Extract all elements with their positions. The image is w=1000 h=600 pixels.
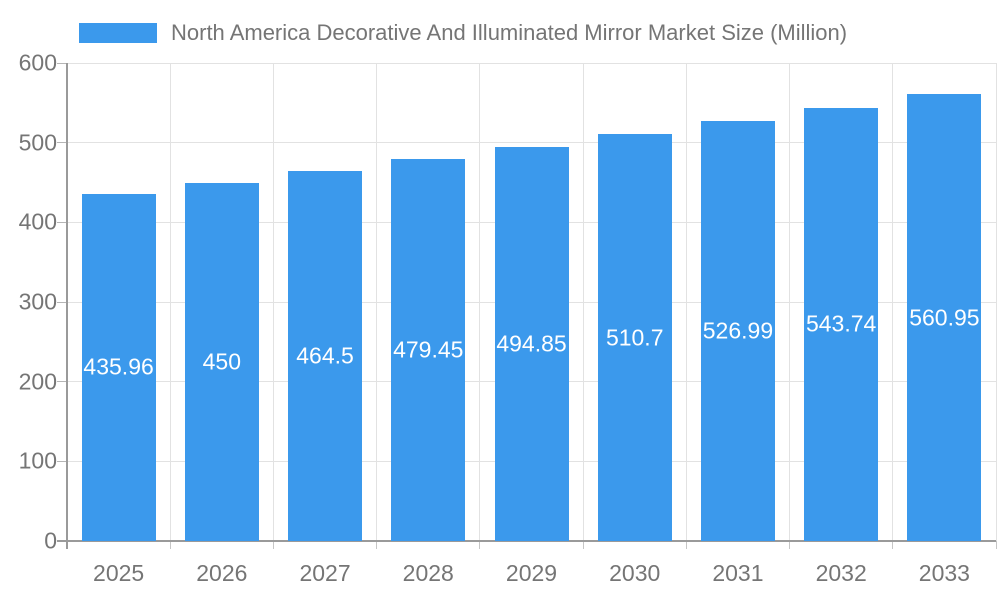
y-axis-label: 300 [18,288,57,315]
bar-value-label: 543.74 [805,310,877,337]
x-axis-tick [169,541,171,549]
y-axis-line [66,63,68,549]
y-axis-tick [57,62,67,64]
bar-value-label: 560.95 [909,304,980,331]
y-axis-label: 200 [18,368,57,395]
bar[interactable] [597,134,672,541]
y-axis-label: 500 [18,129,57,156]
x-gridline [272,63,274,541]
x-axis-tick [995,541,997,549]
x-axis-label: 2033 [918,560,970,586]
x-axis-tick [272,541,274,549]
bar[interactable] [907,94,982,541]
x-axis-label: 2027 [299,560,351,586]
y-gridline [67,62,996,64]
chart-legend[interactable]: North America Decorative And Illuminated… [79,13,847,53]
y-axis-label: 100 [18,447,57,474]
y-axis-tick [57,460,67,462]
x-gridline [582,63,584,541]
x-gridline [479,63,481,541]
bar-value-label: 526.99 [702,317,774,344]
bar[interactable] [391,159,466,541]
bar[interactable] [288,170,363,541]
x-gridline [892,63,894,541]
x-gridline [789,63,791,541]
y-gridline [67,142,996,144]
x-gridline [376,63,378,541]
y-axis-label: 400 [18,208,57,235]
x-gridline [995,63,997,541]
x-axis-label: 2028 [402,560,454,586]
x-axis-label: 2031 [712,560,764,586]
y-axis-tick [57,381,67,383]
x-axis-tick [685,541,687,549]
x-axis-line [57,540,996,542]
y-axis-tick [57,221,67,223]
bar-value-label: 479.45 [393,336,464,363]
bar-value-label: 494.85 [496,330,567,357]
x-axis-tick [479,541,481,549]
bar[interactable] [494,146,569,541]
x-axis-tick [582,541,584,549]
bar-value-label: 464.5 [296,342,354,369]
x-axis-tick [789,541,791,549]
y-axis-label: 0 [44,527,57,554]
bar[interactable] [81,193,156,541]
bar[interactable] [184,182,259,541]
legend-label: North America Decorative And Illuminated… [171,20,848,45]
bar-value-label: 450 [202,348,242,375]
legend-swatch [79,23,157,43]
x-gridline [685,63,687,541]
x-axis-label: 2029 [505,560,558,586]
x-axis-label: 2026 [196,560,248,586]
x-gridline [169,63,171,541]
bar[interactable] [804,107,879,541]
bar-value-label: 435.96 [83,353,154,380]
y-axis-label: 600 [18,49,57,76]
x-axis-tick [892,541,894,549]
y-axis-tick [57,142,67,144]
bar-value-label: 510.7 [605,324,664,351]
x-axis-label: 2030 [609,560,661,586]
x-axis-label: 2025 [93,560,145,586]
x-axis-label: 2032 [815,560,867,586]
x-axis-tick [376,541,378,549]
bar[interactable] [700,121,775,541]
y-axis-tick [57,301,67,303]
